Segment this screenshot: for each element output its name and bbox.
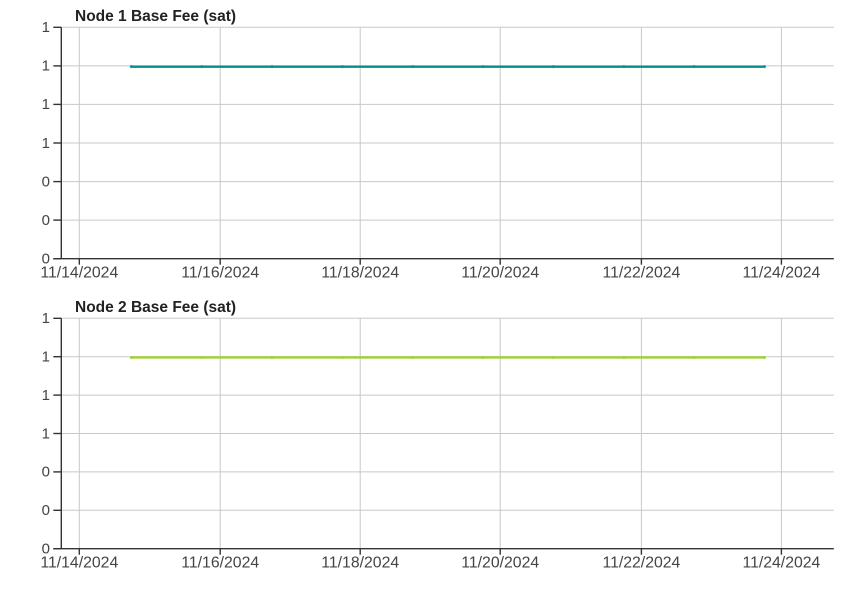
svg-text:1: 1	[42, 425, 50, 442]
svg-text:Node 2 Base Fee (sat): Node 2 Base Fee (sat)	[75, 300, 236, 316]
svg-text:1: 1	[42, 58, 50, 75]
svg-text:0: 0	[42, 173, 50, 190]
svg-text:11/24/2024: 11/24/2024	[742, 265, 820, 282]
svg-text:11/22/2024: 11/22/2024	[602, 555, 680, 572]
svg-text:1: 1	[42, 387, 50, 404]
svg-text:Node 1 Base Fee (sat): Node 1 Base Fee (sat)	[75, 8, 236, 25]
svg-text:11/18/2024: 11/18/2024	[321, 555, 399, 572]
svg-text:1: 1	[42, 310, 50, 327]
svg-text:1: 1	[42, 19, 50, 36]
svg-text:1: 1	[42, 96, 50, 113]
svg-text:11/14/2024: 11/14/2024	[40, 555, 118, 572]
svg-text:11/20/2024: 11/20/2024	[461, 555, 539, 572]
svg-text:1: 1	[42, 349, 50, 366]
svg-text:11/16/2024: 11/16/2024	[181, 555, 259, 572]
svg-text:11/18/2024: 11/18/2024	[321, 265, 399, 282]
svg-text:0: 0	[42, 212, 50, 229]
svg-text:11/14/2024: 11/14/2024	[40, 265, 118, 282]
svg-text:0: 0	[42, 502, 50, 519]
svg-text:11/24/2024: 11/24/2024	[742, 555, 820, 572]
svg-text:11/16/2024: 11/16/2024	[181, 265, 259, 282]
svg-text:0: 0	[42, 464, 50, 481]
svg-text:11/20/2024: 11/20/2024	[461, 265, 539, 282]
svg-text:1: 1	[42, 135, 50, 152]
svg-text:11/22/2024: 11/22/2024	[602, 265, 680, 282]
